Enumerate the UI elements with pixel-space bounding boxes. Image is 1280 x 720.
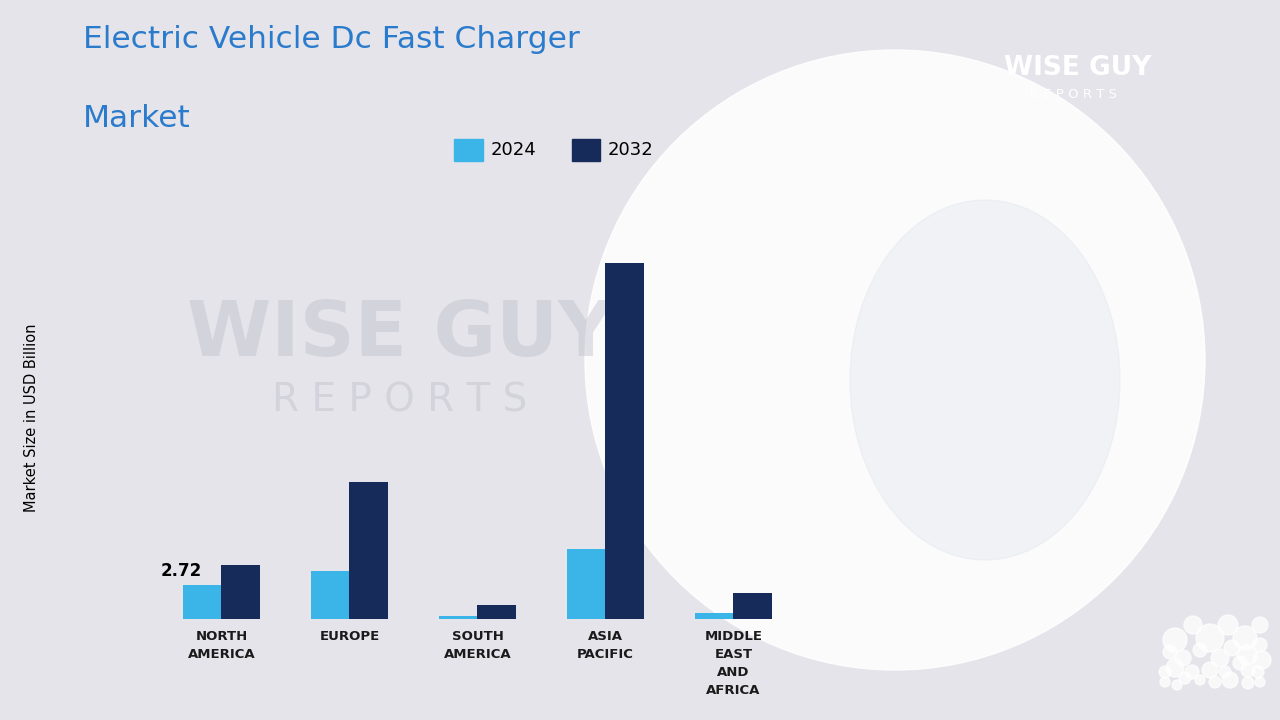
Bar [733, 593, 772, 619]
Circle shape [1242, 677, 1254, 689]
Circle shape [1196, 624, 1224, 652]
Circle shape [1164, 645, 1178, 659]
Text: R E P O R T S: R E P O R T S [273, 381, 527, 419]
Circle shape [1164, 628, 1187, 652]
Circle shape [1193, 643, 1207, 657]
Circle shape [1196, 675, 1204, 685]
Text: 2024: 2024 [490, 141, 536, 158]
Circle shape [1185, 665, 1199, 679]
Bar [311, 571, 349, 619]
Circle shape [1224, 640, 1240, 656]
Text: WISE GUY: WISE GUY [187, 298, 613, 372]
Bar [605, 264, 644, 619]
Circle shape [1211, 649, 1229, 667]
Circle shape [1158, 666, 1171, 678]
Circle shape [1160, 677, 1170, 687]
Circle shape [1175, 650, 1190, 666]
Bar [695, 613, 733, 619]
Circle shape [1253, 651, 1271, 669]
Bar [183, 585, 221, 619]
Text: R E P O R T S: R E P O R T S [1029, 89, 1116, 102]
Circle shape [1219, 666, 1231, 678]
Text: Market Size in USD Billion: Market Size in USD Billion [24, 323, 40, 512]
Circle shape [1242, 663, 1254, 677]
Circle shape [1236, 645, 1257, 665]
Circle shape [1219, 615, 1238, 635]
Text: Electric Vehicle Dc Fast Charger: Electric Vehicle Dc Fast Charger [83, 25, 580, 54]
Circle shape [1233, 626, 1257, 650]
Bar [221, 564, 260, 619]
Circle shape [1254, 677, 1265, 687]
Bar [567, 549, 605, 619]
Circle shape [1179, 672, 1190, 684]
Circle shape [1184, 616, 1202, 634]
Circle shape [1166, 659, 1184, 677]
Text: 2.72: 2.72 [160, 562, 202, 580]
Text: WISE GUY: WISE GUY [1005, 55, 1152, 81]
Bar [349, 482, 388, 619]
Bar [439, 616, 477, 619]
Circle shape [585, 50, 1204, 670]
Text: 2032: 2032 [608, 141, 654, 158]
Circle shape [1233, 656, 1247, 670]
Circle shape [1202, 662, 1219, 678]
Text: Market: Market [83, 104, 191, 133]
Circle shape [1222, 672, 1238, 688]
Circle shape [1172, 680, 1181, 690]
Circle shape [1252, 617, 1268, 633]
Circle shape [1253, 638, 1267, 652]
Circle shape [1252, 666, 1265, 678]
Ellipse shape [850, 200, 1120, 560]
Circle shape [1210, 676, 1221, 688]
Bar [477, 605, 516, 619]
